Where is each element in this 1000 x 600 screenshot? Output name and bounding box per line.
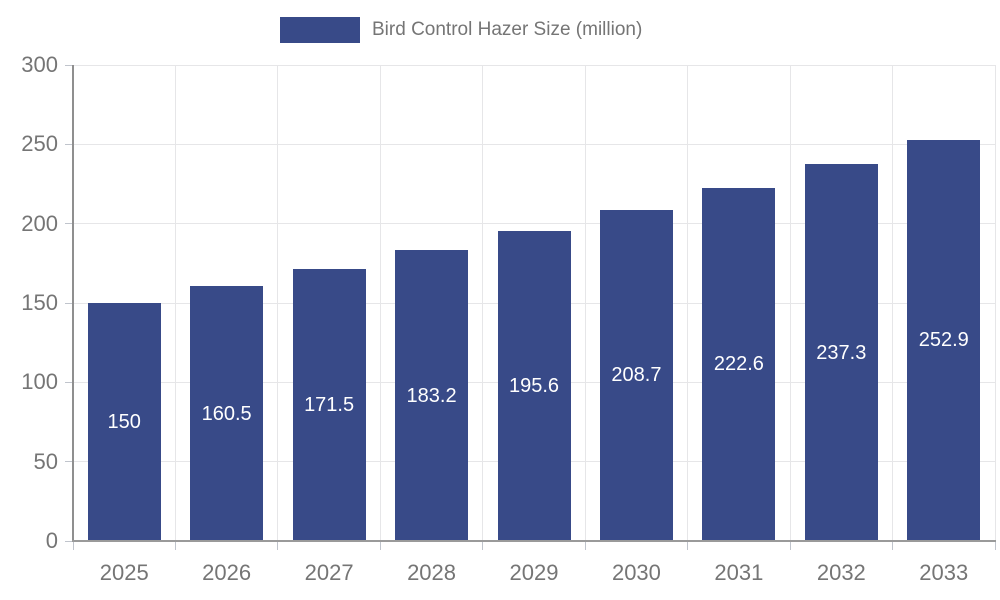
bar — [292, 268, 366, 540]
x-axis-tick — [687, 542, 689, 550]
legend-swatch — [280, 17, 360, 43]
y-axis-tick — [65, 64, 73, 66]
bar-value-label: 237.3 — [816, 341, 867, 364]
y-tick-label: 100 — [21, 369, 58, 395]
x-tick-label: 2027 — [304, 560, 354, 585]
y-gridline — [73, 64, 995, 66]
bar — [907, 139, 981, 540]
y-gridline — [73, 143, 995, 145]
y-tick-label: 50 — [33, 448, 58, 474]
x-gridline — [994, 65, 996, 541]
bar-value-label: 252.9 — [918, 329, 969, 352]
bar — [804, 164, 878, 540]
y-axis-tick — [65, 461, 73, 463]
bar-value-label: 150 — [107, 411, 141, 433]
y-tick-label: 200 — [21, 210, 58, 236]
x-axis-tick — [482, 542, 484, 550]
x-gridline — [584, 65, 586, 541]
bar-value-label: 160.5 — [201, 402, 252, 425]
x-axis-tick — [584, 542, 586, 550]
chart-legend[interactable]: Bird Control Hazer Size (million) — [280, 16, 642, 44]
bar — [190, 286, 264, 540]
x-axis-tick — [789, 542, 791, 550]
x-axis-tick — [892, 542, 894, 550]
x-axis-tick — [72, 542, 74, 550]
bar — [497, 230, 571, 540]
y-axis-line — [72, 65, 74, 541]
bar-value-label: 171.5 — [304, 393, 355, 416]
x-gridline — [789, 65, 791, 541]
x-tick-label: 2030 — [611, 560, 661, 585]
x-tick-label: 2032 — [816, 560, 866, 585]
bar-value-label: 195.6 — [508, 374, 560, 397]
x-gridline — [379, 65, 381, 541]
x-gridline — [687, 65, 689, 541]
y-axis-tick — [65, 223, 73, 225]
y-gridline — [73, 223, 995, 225]
y-axis-tick — [65, 143, 73, 145]
bar — [87, 303, 161, 540]
bar — [702, 187, 776, 540]
x-gridline — [892, 65, 894, 541]
y-axis-tick — [65, 381, 73, 383]
x-axis-tick — [277, 542, 279, 550]
y-tick-label: 0 — [45, 528, 58, 553]
x-axis-tick — [379, 542, 381, 550]
y-tick-label: 300 — [21, 52, 58, 77]
x-tick-label: 2025 — [99, 560, 149, 585]
y-tick-label: 150 — [21, 290, 58, 315]
x-tick-label: 2028 — [407, 560, 457, 585]
x-tick-label: 2026 — [202, 560, 252, 585]
bar — [395, 250, 469, 540]
legend-label: Bird Control Hazer Size (million) — [372, 19, 643, 40]
y-axis-tick — [65, 540, 73, 542]
x-axis-tick — [994, 542, 996, 550]
x-tick-label: 2031 — [714, 560, 764, 585]
x-axis-tick — [174, 542, 176, 550]
bar-value-label: 222.6 — [713, 353, 764, 376]
x-gridline — [482, 65, 484, 541]
x-tick-label: 2029 — [509, 560, 559, 585]
y-tick-label: 250 — [21, 131, 58, 157]
x-axis-line — [72, 540, 996, 542]
x-gridline — [174, 65, 176, 541]
y-axis-tick — [65, 302, 73, 304]
x-gridline — [277, 65, 279, 541]
x-tick-label: 2033 — [919, 560, 969, 585]
bar — [599, 209, 673, 540]
bar-value-label: 183.2 — [406, 384, 457, 407]
bar-value-label: 208.7 — [611, 364, 662, 387]
